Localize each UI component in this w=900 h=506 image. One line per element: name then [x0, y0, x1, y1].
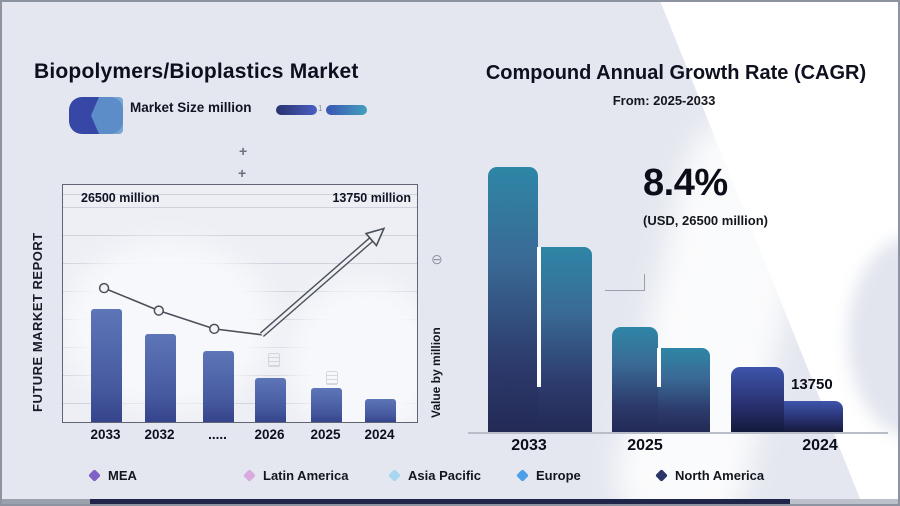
cagr-bar-front-2024 [731, 367, 784, 432]
cagr-bar-front-2025 [612, 327, 658, 432]
x-label-3: ..... [208, 427, 227, 442]
x-label-1: 2033 [90, 427, 121, 442]
legend-label: Asia Pacific [408, 468, 481, 483]
legend-diamond-icon [243, 469, 256, 482]
bar-gap-highlight [537, 247, 541, 387]
x-label-2: 2032 [144, 427, 175, 442]
x-label-5: 2025 [310, 427, 341, 442]
cagr-bar-back-2024 [774, 401, 843, 432]
plus-icon: + [238, 165, 247, 181]
legend-diamond-icon [516, 469, 529, 482]
market-size-chart: 26500 million 13750 million [62, 184, 418, 423]
market-bar-2025 [311, 388, 342, 422]
right-chart-title: Compound Annual Growth Rate (CAGR) [485, 62, 867, 84]
cagr-note: (USD, 26500 million) [643, 213, 768, 228]
legend-diamond-icon [655, 469, 668, 482]
logo-hexagon-shape [91, 97, 123, 134]
cagr-bar-back-2025 [652, 348, 710, 432]
x-label-6: 2024 [364, 427, 395, 442]
right-chart-subtitle: From: 2025-2033 [612, 93, 716, 108]
chart-background-blob [288, 280, 417, 422]
left-chart-title: Biopolymers/Bioplastics Market [34, 60, 359, 83]
x-axis-labels: 2033 2032..... 2026 2025 2024 [62, 427, 418, 445]
legend-label: Latin America [263, 468, 349, 483]
x-label-2033: 2033 [511, 437, 547, 454]
document-ghost-icon [326, 371, 338, 385]
document-ghost-icon [268, 353, 280, 367]
bar-value-label: 13750 [791, 376, 833, 393]
legend-item-north-america: North America [655, 468, 765, 483]
cagr-bar-back-2033 [532, 247, 592, 432]
brand-logo-icon [69, 97, 123, 134]
legend-diamond-icon [88, 469, 101, 482]
legend-label: Europe [536, 468, 581, 483]
legend-item-asia-pacific: Asia Pacific [388, 468, 481, 483]
corner-bracket-decoration [605, 274, 645, 291]
annotation-26500: 26500 million [81, 191, 160, 205]
y-axis-label: Value by million [429, 327, 443, 418]
bottom-accent-strip [2, 499, 898, 504]
market-bar-..... [203, 351, 234, 422]
watermark-text: FUTURE MARKET REPORT [30, 232, 45, 412]
x-label-2024: 2024 [802, 437, 838, 454]
trendline-arrow [98, 227, 386, 338]
market-bar-2032 [145, 334, 176, 422]
legend-label: MEA [108, 468, 137, 483]
scale-separator: 1 [318, 104, 323, 113]
legend-item-mea: MEA [88, 468, 137, 483]
legend-item-europe: Europe [516, 468, 581, 483]
x-label-2025: 2025 [627, 437, 663, 454]
market-bar-2026 [255, 378, 286, 422]
legend-label: North America [675, 468, 765, 483]
x-axis-line [468, 432, 888, 434]
cagr-bar-front-2033 [488, 167, 538, 432]
market-bar-2024 [365, 399, 396, 422]
market-bar-2033 [91, 309, 122, 422]
annotation-13750: 13750 million [332, 191, 411, 205]
x-label-4: 2026 [254, 427, 285, 442]
bar-gap-highlight [657, 348, 661, 387]
scale-pill-dark [276, 105, 317, 115]
legend-diamond-icon [388, 469, 401, 482]
series-label: Market Size million [130, 100, 252, 115]
minus-circle-icon: ⊖ [431, 251, 443, 267]
plus-icon: + [239, 143, 248, 159]
scale-pill-teal [326, 105, 367, 115]
legend-item-latin-america: Latin America [243, 468, 349, 483]
cagr-value: 8.4% [643, 162, 728, 204]
